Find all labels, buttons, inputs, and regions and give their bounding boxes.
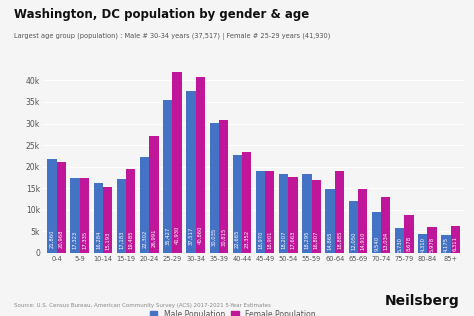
- Text: 17,323: 17,323: [73, 231, 78, 249]
- Bar: [242, 152, 251, 253]
- Bar: [418, 234, 428, 253]
- Text: 5,978: 5,978: [429, 236, 435, 252]
- Bar: [395, 228, 404, 253]
- Text: 14,865: 14,865: [328, 231, 333, 250]
- Text: 35,427: 35,427: [165, 227, 170, 245]
- Text: 17,335: 17,335: [82, 231, 87, 249]
- Text: 16,284: 16,284: [96, 231, 101, 249]
- Bar: [348, 201, 358, 253]
- Text: 14,910: 14,910: [360, 231, 365, 250]
- Text: Washington, DC population by gender & age: Washington, DC population by gender & ag…: [14, 8, 310, 21]
- Bar: [80, 178, 89, 253]
- Text: 22,302: 22,302: [142, 230, 147, 248]
- Text: 18,885: 18,885: [337, 230, 342, 249]
- Text: 15,193: 15,193: [105, 231, 110, 250]
- Text: 40,860: 40,860: [198, 226, 203, 244]
- Bar: [94, 183, 103, 253]
- Bar: [279, 174, 288, 253]
- Text: 4,310: 4,310: [420, 237, 425, 252]
- Text: 6,311: 6,311: [453, 236, 458, 252]
- Bar: [56, 162, 66, 253]
- Bar: [256, 171, 265, 253]
- Text: 26,991: 26,991: [151, 228, 156, 247]
- Bar: [117, 179, 126, 253]
- Text: 21,860: 21,860: [49, 230, 55, 248]
- Legend: Male Population, Female Population: Male Population, Female Population: [150, 310, 315, 316]
- Text: 9,540: 9,540: [374, 236, 379, 251]
- Bar: [428, 227, 437, 253]
- Bar: [372, 212, 381, 253]
- Bar: [126, 169, 136, 253]
- Text: 4,175: 4,175: [444, 237, 448, 252]
- Bar: [149, 137, 159, 253]
- Bar: [358, 189, 367, 253]
- Bar: [173, 72, 182, 253]
- Bar: [335, 171, 344, 253]
- Bar: [265, 171, 274, 253]
- Bar: [163, 100, 173, 253]
- Text: 13,034: 13,034: [383, 232, 388, 250]
- Text: Source: U.S. Census Bureau, American Community Survey (ACS) 2017-2021 5-Year Est: Source: U.S. Census Bureau, American Com…: [14, 303, 271, 308]
- Bar: [47, 159, 56, 253]
- Bar: [404, 216, 413, 253]
- Text: 22,665: 22,665: [235, 229, 240, 248]
- Bar: [451, 226, 460, 253]
- Text: 37,517: 37,517: [189, 226, 193, 245]
- Text: 12,050: 12,050: [351, 232, 356, 250]
- Text: 30,035: 30,035: [212, 228, 217, 246]
- Text: 17,663: 17,663: [291, 231, 295, 249]
- Bar: [233, 155, 242, 253]
- Text: 18,207: 18,207: [281, 230, 286, 249]
- Bar: [441, 235, 451, 253]
- Text: 19,485: 19,485: [128, 230, 133, 249]
- Text: 17,183: 17,183: [119, 231, 124, 249]
- Text: 18,970: 18,970: [258, 230, 263, 249]
- Bar: [71, 178, 80, 253]
- Text: 16,807: 16,807: [314, 231, 319, 249]
- Text: 20,968: 20,968: [59, 230, 64, 248]
- Text: 30,815: 30,815: [221, 228, 226, 246]
- Bar: [103, 187, 112, 253]
- Text: 18,295: 18,295: [304, 230, 310, 249]
- Text: 23,352: 23,352: [244, 229, 249, 248]
- Text: Largest age group (population) : Male # 30-34 years (37,517) | Female # 25-29 ye: Largest age group (population) : Male # …: [14, 33, 330, 40]
- Bar: [326, 189, 335, 253]
- Bar: [381, 197, 391, 253]
- Bar: [311, 180, 321, 253]
- Bar: [288, 177, 298, 253]
- Text: 8,678: 8,678: [406, 236, 411, 251]
- Text: 5,730: 5,730: [397, 237, 402, 252]
- Bar: [140, 157, 149, 253]
- Text: 41,930: 41,930: [174, 225, 180, 244]
- Bar: [186, 91, 196, 253]
- Bar: [210, 123, 219, 253]
- Bar: [219, 120, 228, 253]
- Text: Neilsberg: Neilsberg: [385, 294, 460, 308]
- Text: 18,901: 18,901: [267, 230, 273, 249]
- Bar: [196, 77, 205, 253]
- Bar: [302, 174, 311, 253]
